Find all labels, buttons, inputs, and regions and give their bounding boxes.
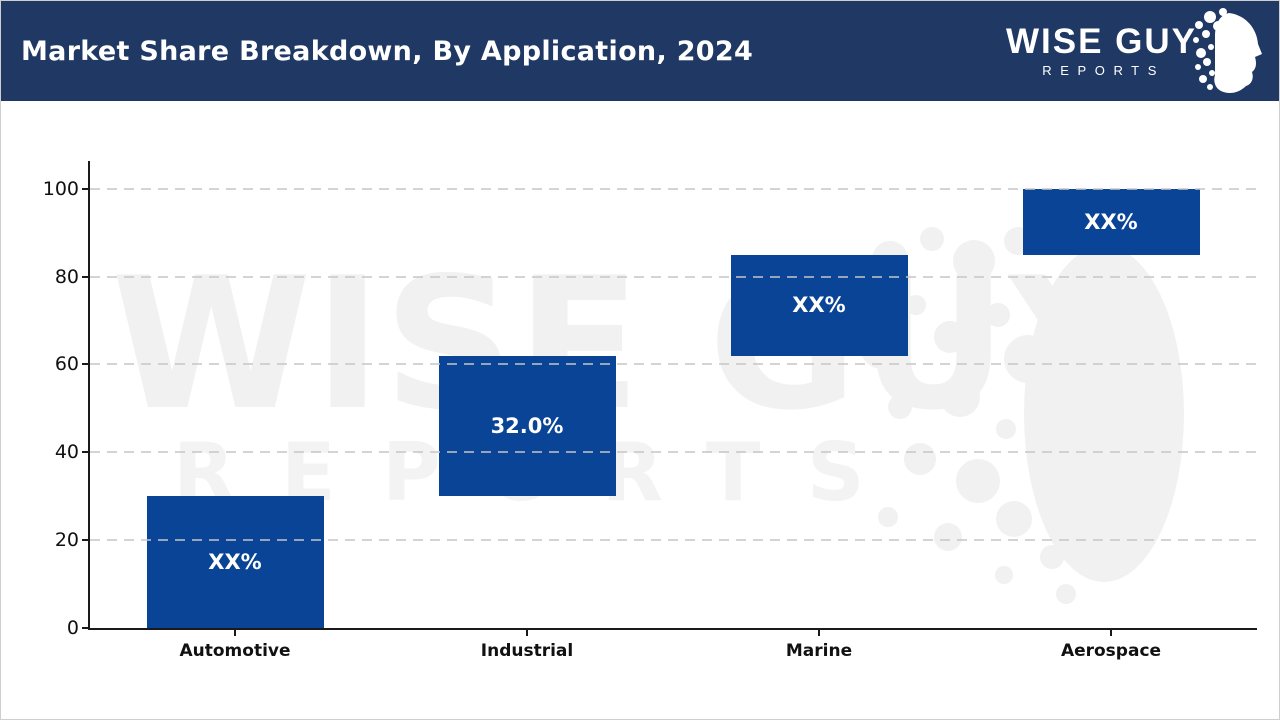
x-category-label-marine: Marine <box>785 641 853 661</box>
header: Market Share Breakdown, By Application, … <box>1 1 1279 101</box>
x-category-label-aerospace: Aerospace <box>1060 641 1162 661</box>
x-tick-mark-aerospace <box>1110 630 1112 636</box>
logo-wordmark: WISE GUY <box>1005 22 1197 61</box>
y-tick-label: 20 <box>54 529 79 552</box>
x-category-label-industrial: Industrial <box>480 641 574 661</box>
bar-automotive <box>146 496 324 628</box>
wise-guy-logo: WISE GUY REPORTS <box>1006 7 1265 95</box>
gridline-100 <box>90 187 1257 190</box>
y-tick-mark-60 <box>82 363 88 366</box>
gridline-80 <box>90 275 1257 278</box>
bar-industrial <box>438 355 616 497</box>
logo-head-icon <box>1193 8 1262 94</box>
y-tick-mark-80 <box>82 275 88 278</box>
y-tick-label: 60 <box>54 353 79 376</box>
x-tick-mark-marine <box>818 630 820 636</box>
y-tick-label: 80 <box>54 265 79 288</box>
y-tick-label: 100 <box>42 177 79 200</box>
y-axis-line <box>88 161 90 630</box>
bar-aerospace <box>1022 188 1200 255</box>
bar-value-label-marine: XX% <box>792 293 846 318</box>
bar-value-label-automotive: XX% <box>208 550 262 575</box>
logo-subtitle: REPORTS <box>1042 63 1165 78</box>
y-tick-mark-0 <box>82 627 88 629</box>
y-tick-mark-40 <box>82 451 88 454</box>
x-tick-mark-automotive <box>234 630 236 636</box>
chart-title: Market Share Breakdown, By Application, … <box>21 35 754 67</box>
y-tick-label: 40 <box>54 441 79 464</box>
gridline-60 <box>90 363 1257 366</box>
x-category-label-automotive: Automotive <box>179 641 291 661</box>
logo-text: WISE GUY REPORTS <box>1006 24 1197 78</box>
gridline-40 <box>90 451 1257 454</box>
x-axis-line <box>88 628 1257 630</box>
y-tick-mark-20 <box>82 539 88 542</box>
x-tick-mark-industrial <box>526 630 528 636</box>
gridline-20 <box>90 539 1257 542</box>
y-tick-mark-100 <box>82 187 88 190</box>
y-tick-label: 0 <box>66 617 79 639</box>
bar-value-label-aerospace: XX% <box>1084 209 1138 234</box>
bar-value-label-industrial: 32.0% <box>490 413 564 438</box>
bar-marine <box>730 254 908 356</box>
watermark-head-icon <box>860 227 1184 604</box>
